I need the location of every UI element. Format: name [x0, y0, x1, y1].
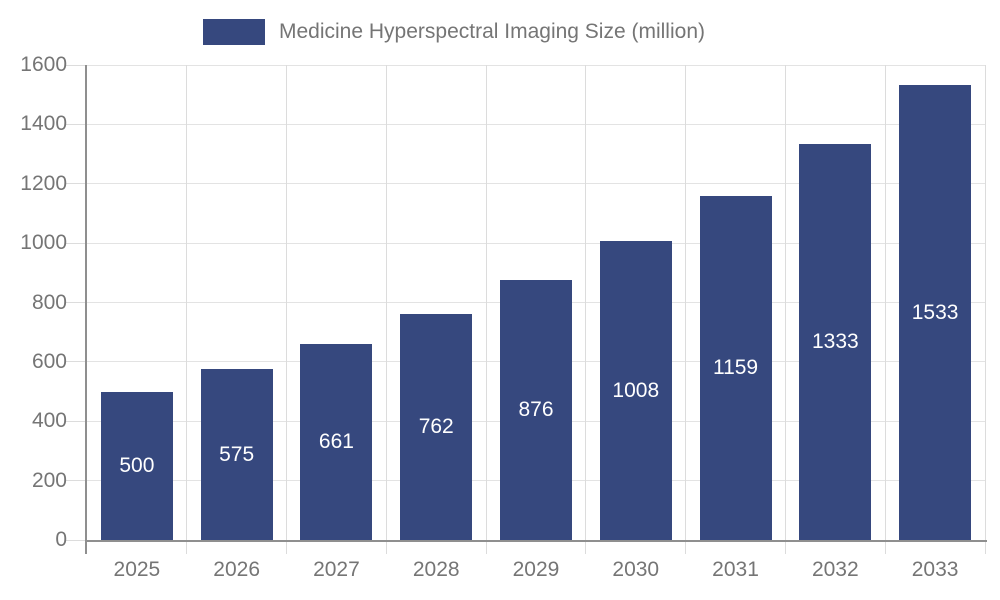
y-gridline	[87, 123, 985, 125]
y-axis-line	[85, 65, 87, 554]
x-tick-mark	[286, 542, 288, 554]
y-tick-mark	[66, 539, 85, 541]
bar-value-label: 876	[518, 398, 554, 421]
bar: 575	[200, 369, 273, 540]
x-gridline	[984, 65, 986, 540]
x-gridline	[385, 65, 387, 540]
x-tick-mark	[186, 542, 188, 554]
x-gridline	[186, 65, 188, 540]
y-tick-mark	[66, 64, 85, 66]
bar: 876	[500, 280, 572, 540]
x-gridline	[286, 65, 288, 540]
x-tick-label: 2025	[113, 558, 161, 581]
bar-value-label: 575	[219, 442, 255, 466]
bar: 1333	[799, 144, 872, 540]
y-gridline	[87, 242, 985, 244]
bar: 661	[300, 344, 373, 540]
y-tick-mark	[66, 242, 85, 244]
x-tick-mark	[984, 542, 986, 554]
bar: 762	[400, 314, 473, 540]
bar-value-label: 500	[119, 454, 155, 477]
x-tick-mark	[784, 542, 786, 554]
y-tick-label: 1000	[20, 231, 67, 255]
y-tick-label: 1200	[20, 171, 67, 195]
x-tick-label: 2029	[512, 558, 560, 581]
y-tick-mark	[66, 480, 85, 482]
y-gridline	[87, 183, 985, 185]
y-tick-label: 600	[31, 349, 67, 373]
y-tick-mark	[66, 123, 85, 125]
x-tick-label: 2031	[712, 558, 759, 581]
x-gridline	[585, 65, 587, 540]
bar-value-label: 1159	[712, 356, 759, 379]
x-tick-label: 2028	[412, 558, 460, 581]
bar-value-label: 1533	[911, 300, 959, 324]
x-tick-label: 2032	[811, 558, 859, 581]
y-tick-mark	[66, 420, 85, 422]
y-tick-mark	[66, 302, 85, 303]
legend-swatch	[203, 19, 265, 45]
y-tick-mark	[66, 183, 85, 185]
y-tick-label: 0	[55, 528, 67, 551]
y-tick-label: 1400	[20, 112, 67, 136]
bar: 1533	[899, 85, 972, 540]
x-axis-line	[85, 540, 987, 542]
y-tick-label: 800	[31, 290, 67, 314]
y-gridline	[87, 64, 985, 66]
plot-area: 0 200 400 600 800 1000 1200 1400 1600 500 575 661 76…	[20, 53, 987, 581]
x-gridline	[884, 65, 886, 540]
legend-label: Medicine Hyperspectral Imaging Size (mil…	[279, 20, 705, 43]
y-tick-label: 200	[31, 468, 67, 492]
x-tick-mark	[685, 542, 687, 554]
x-tick-mark	[884, 542, 886, 554]
x-tick-label: 2033	[911, 558, 959, 581]
x-tick-mark	[485, 542, 487, 554]
x-tick-mark	[585, 542, 587, 554]
y-tick-label: 400	[31, 409, 67, 433]
x-tick-label: 2030	[612, 558, 660, 581]
bar: 500	[100, 392, 173, 540]
bar-value-label: 1333	[811, 330, 859, 353]
bar-value-label: 762	[418, 415, 454, 438]
y-tick-label: 1600	[20, 53, 67, 76]
x-tick-label: 2027	[313, 558, 360, 581]
chart-legend: Medicine Hyperspectral Imaging Size (mil…	[203, 19, 705, 45]
bar-value-label: 1008	[612, 378, 660, 402]
x-gridline	[685, 65, 687, 540]
bar: 1008	[599, 241, 672, 540]
x-tick-mark	[385, 542, 387, 554]
bar-value-label: 661	[318, 430, 354, 453]
bar: 1159	[699, 196, 772, 540]
y-tick-mark	[66, 361, 85, 363]
x-gridline	[485, 65, 487, 540]
x-gridline	[784, 65, 786, 540]
x-tick-label: 2026	[213, 558, 260, 581]
